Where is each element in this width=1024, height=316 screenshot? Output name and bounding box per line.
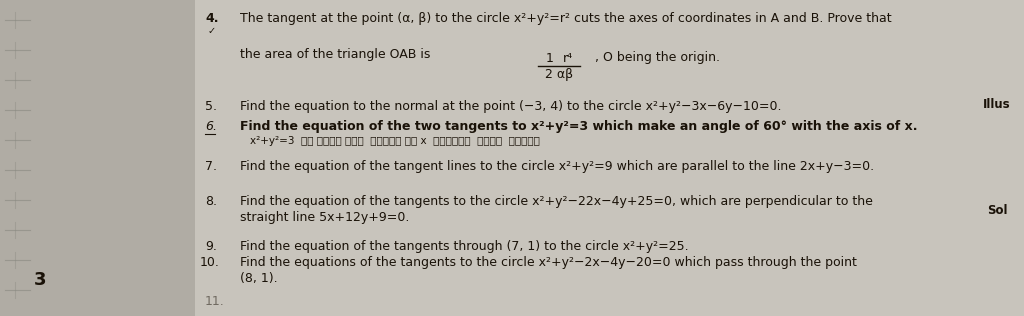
Text: 4.: 4. xyxy=(205,12,218,25)
Text: 10.: 10. xyxy=(200,256,220,269)
Text: Find the equation of the tangents to the circle x²+y²−22x−4y+25=0, which are per: Find the equation of the tangents to the… xyxy=(240,195,872,208)
Text: 3: 3 xyxy=(34,271,46,289)
Text: Find the equation to the normal at the point (−3, 4) to the circle x²+y²−3x−6y−1: Find the equation to the normal at the p… xyxy=(240,100,781,113)
Bar xyxy=(0,0,195,316)
Text: r⁴: r⁴ xyxy=(563,52,573,65)
Text: 11.: 11. xyxy=(205,295,224,308)
Text: 9.: 9. xyxy=(205,240,217,253)
Text: 8.: 8. xyxy=(205,195,217,208)
Bar xyxy=(970,0,1024,316)
Text: the area of the triangle OAB is: the area of the triangle OAB is xyxy=(240,48,430,61)
Text: ✓: ✓ xyxy=(208,26,216,36)
Text: Find the equation of the tangent lines to the circle x²+y²=9 which are parallel : Find the equation of the tangent lines t… xyxy=(240,160,874,173)
Text: (8, 1).: (8, 1). xyxy=(240,272,278,285)
Text: 6.: 6. xyxy=(205,120,217,133)
Text: x²+y²=3  વચ ગાળા વરા  આપતાળ પણ x  અધવારા  વરાળ  આપતાળ: x²+y²=3 વચ ગાળા વરા આપતાળ પણ x અધવારા વર… xyxy=(250,136,540,146)
Text: Sol: Sol xyxy=(987,204,1008,216)
Text: 2 αβ: 2 αβ xyxy=(545,68,573,81)
Text: 7.: 7. xyxy=(205,160,217,173)
Text: 1: 1 xyxy=(546,52,554,65)
Text: , O being the origin.: , O being the origin. xyxy=(595,52,720,64)
Text: Find the equation of the tangents through (7, 1) to the circle x²+y²=25.: Find the equation of the tangents throug… xyxy=(240,240,688,253)
Text: straight line 5x+12y+9=0.: straight line 5x+12y+9=0. xyxy=(240,211,410,224)
Text: The tangent at the point (α, β) to the circle x²+y²=r² cuts the axes of coordina: The tangent at the point (α, β) to the c… xyxy=(240,12,892,25)
Text: 5.: 5. xyxy=(205,100,217,113)
Text: Find the equation of the two tangents to x²+y²=3 which make an angle of 60° with: Find the equation of the two tangents to… xyxy=(240,120,918,133)
Text: Find the equations of the tangents to the circle x²+y²−2x−4y−20=0 which pass thr: Find the equations of the tangents to th… xyxy=(240,256,857,269)
Text: Illus: Illus xyxy=(983,99,1011,112)
